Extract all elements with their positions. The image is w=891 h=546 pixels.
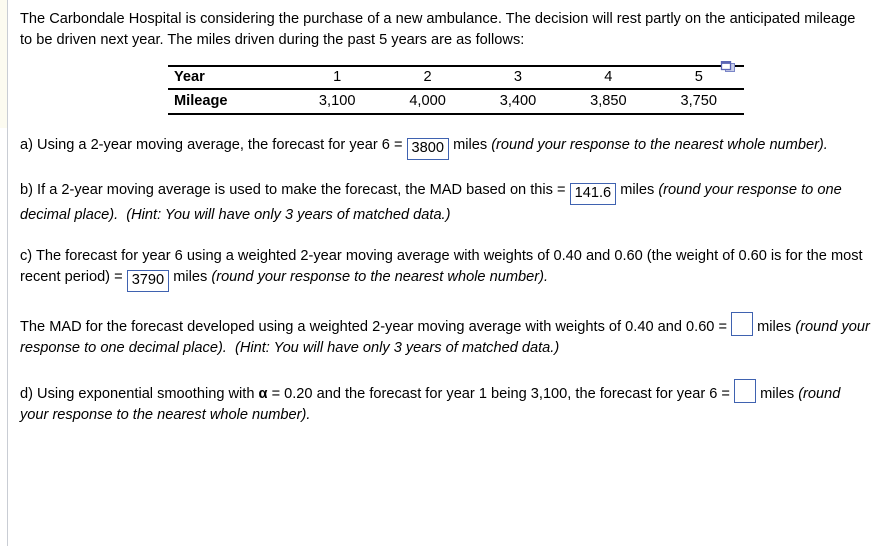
table-cell-mileage-3: 3,400 (472, 89, 564, 115)
problem-statement-line-2: anticipated mileage to be driven next ye… (20, 11, 856, 48)
question-b-unit: miles (620, 182, 655, 198)
mileage-table: Year 1 2 3 4 5 Mileage 3,100 4,000 3,400… (168, 65, 744, 115)
question-d-answer-input[interactable] (734, 379, 756, 403)
question-a: a) Using a 2-year moving average, the fo… (20, 135, 871, 160)
question-c-answer-input[interactable]: 3790 (126, 270, 170, 292)
question-c: c) The forecast for year 6 using a weigh… (20, 246, 871, 292)
question-d: d) Using exponential smoothing with α = … (20, 379, 871, 426)
question-a-prompt: a) Using a 2-year moving average, the fo… (20, 137, 403, 153)
question-c-mad-unit: miles (757, 319, 792, 335)
question-a-unit: miles (453, 137, 488, 153)
page-left-rule (7, 0, 8, 546)
table-cell-mileage-1: 3,100 (292, 89, 383, 115)
question-b: b) If a 2-year moving average is used to… (20, 180, 871, 226)
question-c-mad-prompt: The MAD for the forecast developed using… (20, 319, 727, 335)
popout-window-icon[interactable] (720, 60, 736, 75)
question-b-hint: (Hint: You will have only 3 years of mat… (126, 207, 451, 223)
question-d-unit: miles (760, 386, 795, 402)
page-left-tint (0, 0, 7, 128)
question-content: The Carbondale Hospital is considering t… (20, 0, 871, 426)
question-b-answer-input[interactable]: 141.6 (569, 183, 617, 205)
question-a-note: (round your response to the nearest whol… (491, 137, 828, 153)
table-header-year: Year (168, 65, 292, 90)
table-row-mileage: Mileage 3,100 4,000 3,400 3,850 3,750 (168, 89, 744, 115)
mileage-table-wrapper: Year 1 2 3 4 5 Mileage 3,100 4,000 3,400… (168, 60, 744, 115)
table-cell-year-1: 1 (292, 65, 383, 90)
table-header-mileage: Mileage (168, 89, 292, 115)
table-cell-year-3: 3 (472, 65, 564, 90)
question-b-note-2: response to one decimal place). (20, 182, 842, 223)
question-c-prompt-line-1: c) The forecast for year 6 using a weigh… (20, 248, 782, 264)
question-a-answer-input[interactable]: 3800 (406, 138, 449, 160)
table-row-year: Year 1 2 3 4 5 (168, 65, 744, 90)
table-cell-mileage-2: 4,000 (382, 89, 473, 115)
question-d-prompt-before-alpha: d) Using exponential smoothing with (20, 386, 255, 402)
table-cell-mileage-4: 3,850 (563, 89, 654, 115)
question-c-prompt-line-2: for the most recent period) = (20, 248, 863, 285)
problem-statement: The Carbondale Hospital is considering t… (20, 0, 871, 51)
question-d-prompt-after-alpha: = 0.20 and the forecast for year 1 being… (271, 386, 730, 402)
question-c-unit: miles (173, 269, 208, 285)
question-b-note-1: (round your (658, 182, 733, 198)
problem-statement-line-1: The Carbondale Hospital is considering t… (20, 11, 726, 27)
question-d-note: (round your response to the nearest whol… (20, 386, 841, 423)
question-c-mad: The MAD for the forecast developed using… (20, 312, 871, 359)
table-cell-year-4: 4 (563, 65, 654, 90)
table-cell-year-2: 2 (382, 65, 473, 90)
alpha-symbol: α (258, 386, 268, 402)
question-c-mad-answer-input[interactable] (731, 312, 754, 336)
question-c-mad-note: (round your response to one decimal plac… (20, 319, 870, 356)
question-c-note: (round your response to the nearest whol… (211, 269, 548, 285)
question-c-mad-hint: (Hint: You will have only 3 years of mat… (234, 340, 560, 356)
table-cell-mileage-5: 3,750 (653, 89, 744, 115)
question-b-prompt: b) If a 2-year moving average is used to… (20, 182, 566, 198)
